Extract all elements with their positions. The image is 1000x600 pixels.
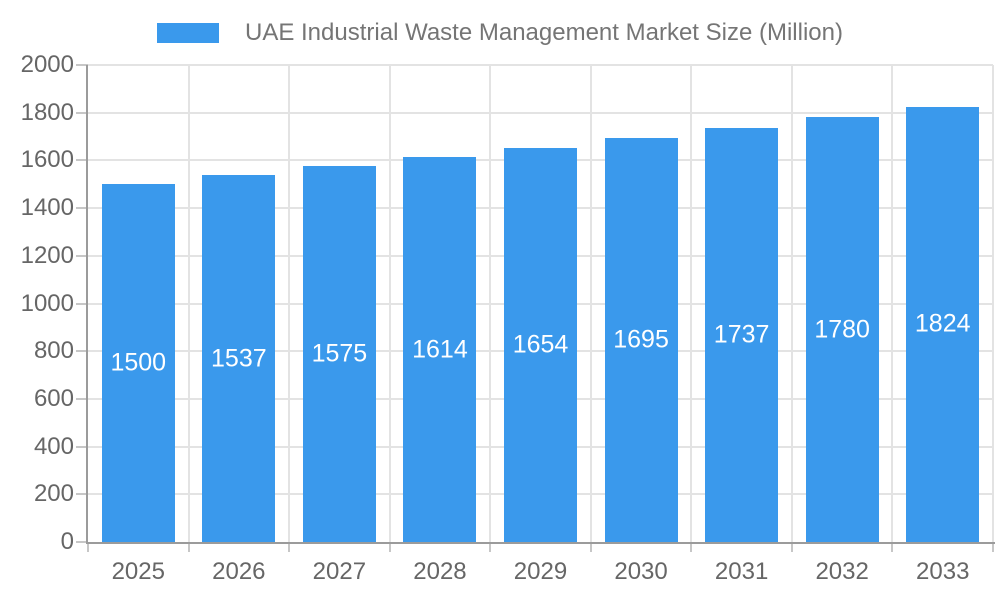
y-tick-label: 600	[33, 384, 74, 412]
bar-value-label: 1500	[110, 348, 167, 377]
x-axis-label: 2025	[111, 558, 165, 585]
gridline-h	[88, 111, 993, 114]
gridline-v	[690, 65, 693, 542]
bar-value-label: 1537	[211, 344, 267, 373]
x-axis-label: 2027	[312, 558, 367, 585]
gridline-v	[489, 65, 492, 542]
gridline-v	[992, 65, 994, 542]
gridline-h	[88, 64, 993, 66]
x-tick	[992, 544, 994, 552]
y-tick	[76, 64, 88, 66]
y-tick-label: 1800	[20, 98, 74, 126]
x-axis-line	[86, 542, 995, 544]
x-tick	[891, 544, 894, 552]
x-tick	[790, 544, 793, 552]
legend-label: UAE Industrial Waste Management Market S…	[245, 19, 843, 46]
y-tick	[76, 350, 88, 353]
x-axis-label: 2033	[916, 558, 970, 585]
x-axis-label: 2031	[714, 558, 769, 585]
bar: 1614	[403, 157, 477, 542]
bar-value-label: 1575	[311, 339, 368, 368]
x-tick	[87, 544, 89, 552]
bar-value-label: 1614	[412, 335, 468, 364]
gridline-v	[388, 65, 391, 542]
gridline-v	[589, 65, 592, 542]
y-tick	[76, 302, 88, 305]
y-tick	[76, 397, 88, 400]
y-tick	[76, 207, 88, 210]
y-tick-label: 2000	[20, 51, 74, 78]
x-tick	[589, 544, 592, 552]
bar-value-label: 1737	[713, 320, 770, 349]
x-tick	[489, 544, 492, 552]
bar: 1654	[504, 147, 577, 542]
x-tick	[288, 544, 291, 552]
x-axis-label: 2026	[212, 558, 266, 585]
x-tick	[187, 544, 190, 552]
y-tick-label: 1000	[20, 289, 74, 317]
x-axis-label: 2030	[614, 558, 668, 585]
x-axis-label: 2032	[815, 558, 869, 585]
bar: 1780	[805, 117, 879, 542]
bar: 1500	[101, 184, 175, 542]
y-tick	[76, 541, 88, 543]
gridline-v	[891, 65, 894, 542]
x-axis-label: 2029	[513, 558, 568, 585]
gridline-v	[790, 65, 793, 542]
y-tick-label: 1200	[20, 241, 74, 269]
y-tick-label: 1400	[20, 194, 74, 222]
bar: 1824	[906, 106, 980, 542]
y-tick	[76, 159, 88, 162]
bar-value-label: 1695	[613, 325, 669, 354]
bar: 1737	[705, 127, 779, 542]
gridline-v	[288, 65, 291, 542]
bar-value-label: 1780	[814, 315, 870, 344]
y-tick	[76, 254, 88, 257]
y-tick-label: 0	[60, 528, 74, 555]
y-tick	[76, 493, 88, 496]
bar: 1537	[202, 175, 276, 542]
y-tick-label: 800	[33, 337, 74, 365]
y-axis-line	[86, 65, 88, 542]
bar: 1575	[302, 166, 376, 542]
legend: UAE Industrial Waste Management Market S…	[0, 18, 1000, 48]
bar: 1695	[604, 137, 678, 542]
y-tick	[76, 111, 88, 114]
bar-value-label: 1824	[914, 309, 971, 338]
y-tick-label: 200	[33, 480, 74, 508]
y-tick-label: 1600	[20, 146, 74, 174]
plot-area: 0 200 400 600 800 1000 1200 1400 1600 1800 2000 150…	[21, 53, 995, 584]
x-axis-label: 2028	[413, 558, 467, 585]
x-tick	[388, 544, 391, 552]
y-tick-label: 400	[33, 432, 74, 460]
x-tick	[690, 544, 693, 552]
legend-swatch	[157, 23, 219, 43]
bar-value-label: 1654	[512, 330, 569, 359]
y-tick	[76, 445, 88, 448]
gridline-v	[187, 65, 190, 542]
